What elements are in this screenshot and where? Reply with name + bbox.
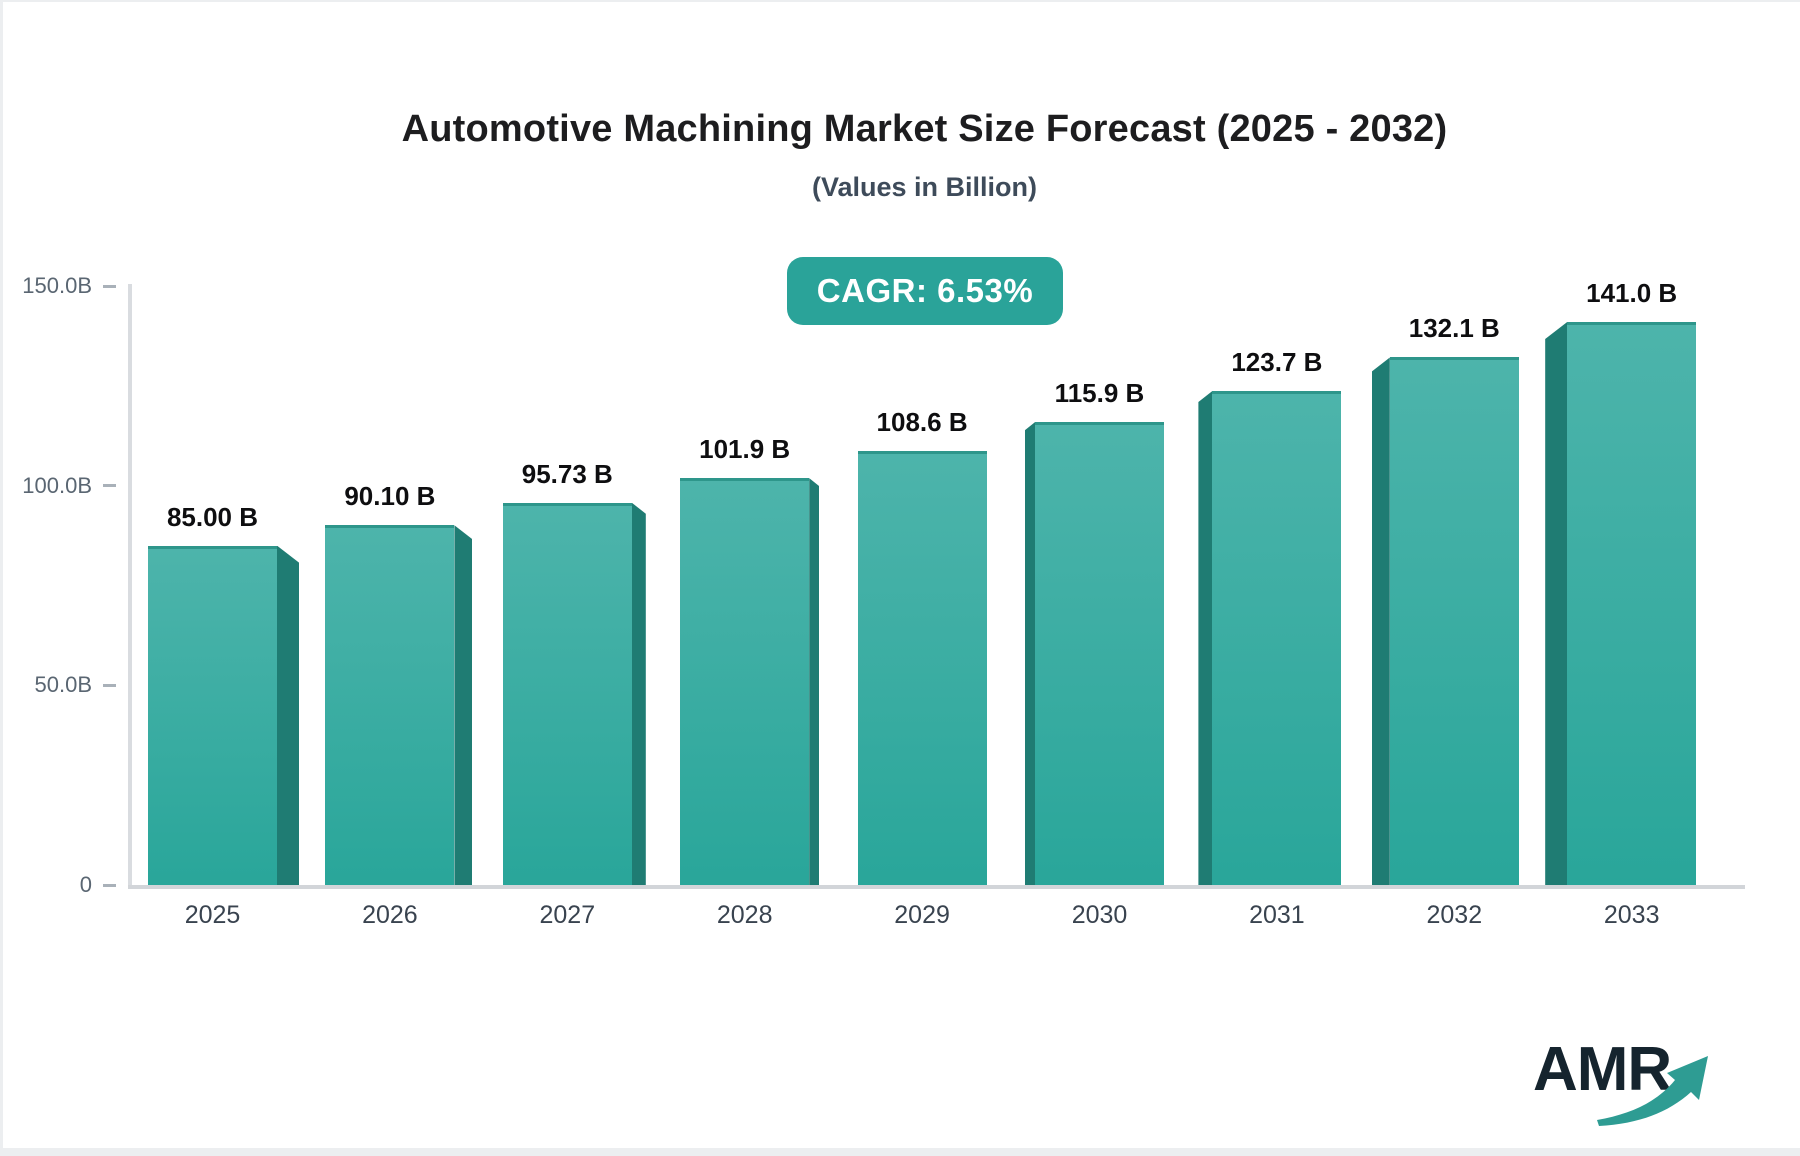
bar-3d-side (631, 502, 646, 885)
bar-value-label: 95.73 B (521, 458, 613, 489)
bar-2028 (680, 478, 810, 885)
bar-2031 (1212, 391, 1342, 885)
bar-value-label: 101.9 B (699, 434, 791, 465)
bar-3d-side (1025, 422, 1035, 885)
bar-value-label: 85.00 B (166, 501, 259, 532)
bar-value-label: 90.10 B (344, 481, 436, 512)
amr-logo: AMR (1533, 1030, 1743, 1140)
x-axis-label: 2031 (1249, 901, 1305, 929)
x-axis-label: 2030 (1071, 901, 1128, 929)
bar-2029 (857, 451, 987, 885)
y-axis-tick-mark (103, 883, 116, 887)
x-axis-label: 2025 (184, 901, 241, 929)
bar-3d-side (1371, 357, 1390, 885)
y-axis-tick-label: 0 (79, 872, 92, 897)
bar-2027 (502, 502, 632, 885)
bar-3d-side (809, 478, 820, 885)
cagr-badge: CAGR: 6.53% (787, 257, 1063, 325)
y-axis-tick-mark (103, 284, 116, 288)
bar-3d-side (1198, 391, 1213, 885)
bar-2026 (325, 525, 455, 885)
x-axis-label: 2032 (1426, 901, 1483, 929)
bar-2032 (1389, 357, 1519, 885)
bar-value-label: 115.9 B (1054, 378, 1145, 409)
y-axis-tick-label: 100.0B (22, 472, 92, 498)
x-axis-label: 2033 (1603, 901, 1660, 929)
chart-title: Automotive Machining Market Size Forecas… (401, 108, 1448, 150)
bar-3d-side (454, 525, 473, 885)
x-axis-label: 2028 (716, 901, 773, 929)
bar-value-label: 132.1 B (1408, 313, 1500, 344)
bar-2030 (1035, 422, 1164, 885)
bar-3d-side (277, 545, 299, 885)
y-axis-tick-label: 50.0B (34, 672, 93, 698)
x-axis-label: 2026 (362, 901, 418, 929)
amr-logo-arrow-icon (1597, 1056, 1708, 1126)
amr-logo-text: AMR (1533, 1035, 1672, 1104)
chart-subtitle: (Values in Billion) (811, 172, 1038, 202)
bar-value-label: 123.7 B (1231, 347, 1323, 378)
x-axis-label: 2029 (894, 901, 950, 929)
bar-value-label: 108.6 B (876, 407, 968, 438)
y-axis-tick-label: 150.0B (22, 273, 92, 298)
y-axis-line (128, 284, 132, 889)
x-axis-line (128, 885, 1745, 889)
y-axis-tick-mark (103, 683, 116, 687)
y-axis-tick-mark (103, 484, 116, 488)
chart-card: Automotive Machining Market Size Forecas… (3, 2, 1800, 1148)
x-axis-label: 2027 (539, 901, 596, 929)
bar-2025 (148, 545, 277, 885)
bar-2033 (1567, 321, 1697, 885)
bar-value-label: 141.0 B (1586, 277, 1678, 308)
bar-3d-side (1545, 321, 1568, 885)
